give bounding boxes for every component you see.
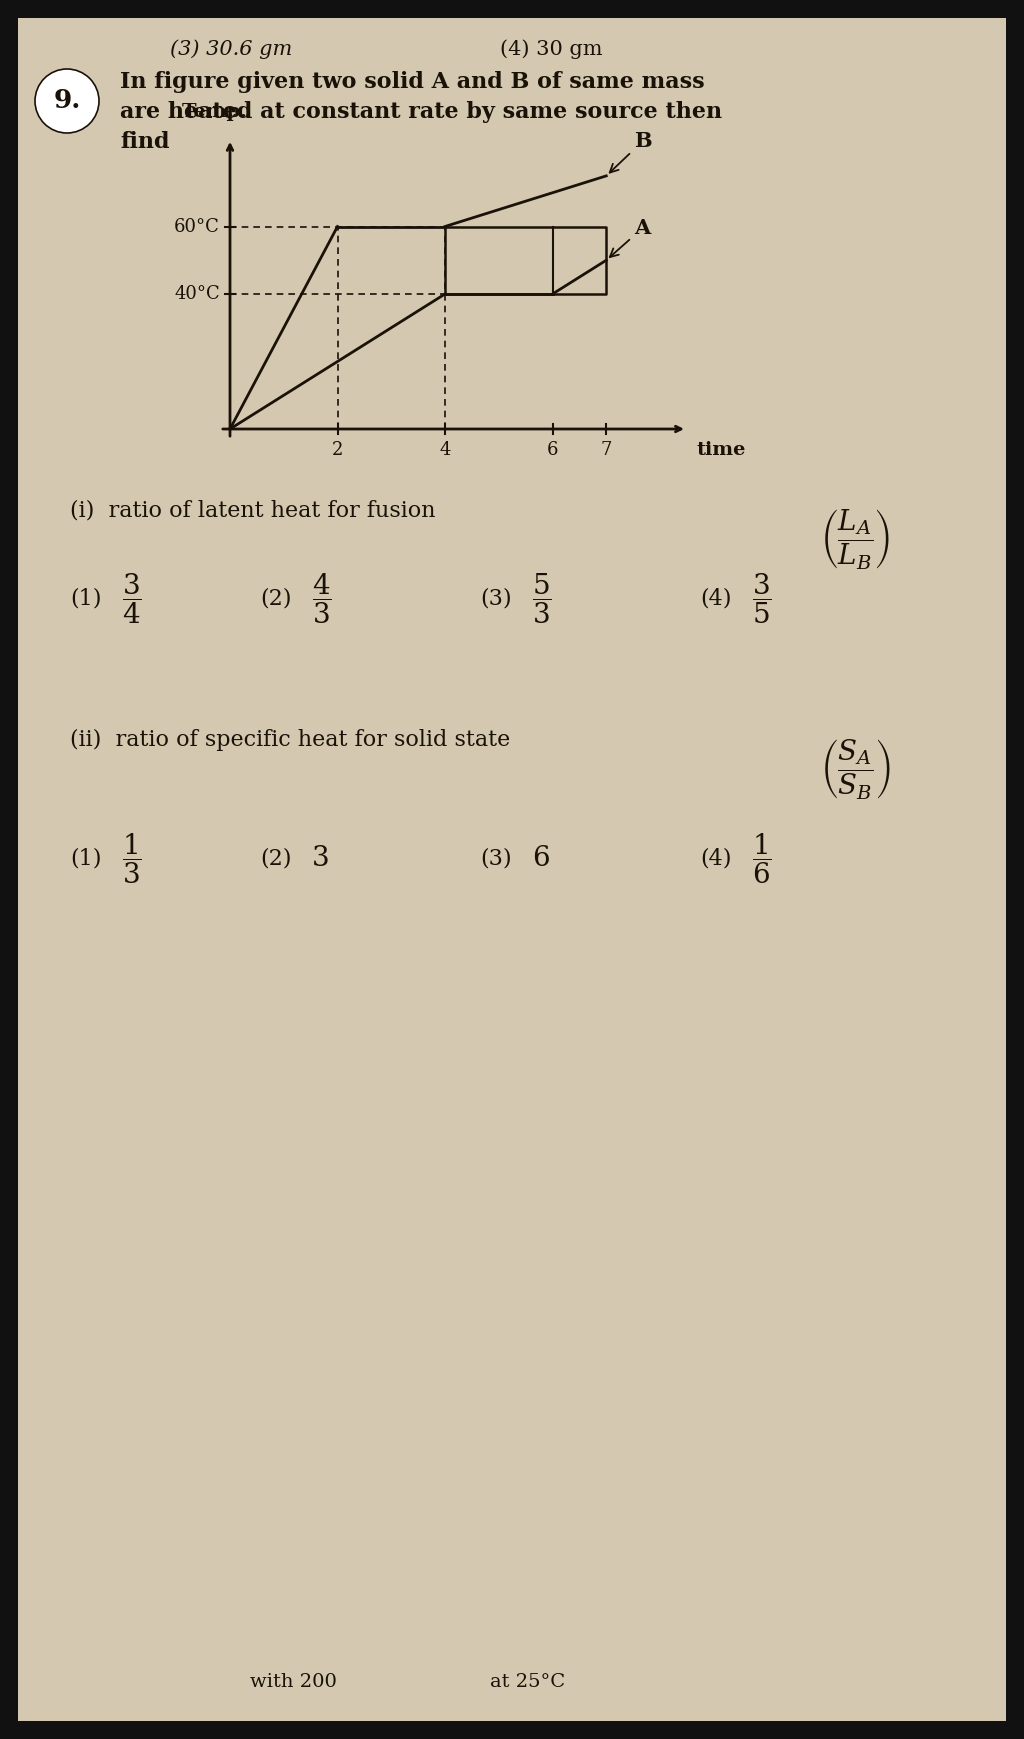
- Text: time: time: [697, 442, 746, 459]
- Text: In figure given two solid A and B of same mass: In figure given two solid A and B of sam…: [120, 71, 705, 92]
- Text: 4: 4: [439, 442, 451, 459]
- Text: (3) 30.6 gm: (3) 30.6 gm: [170, 38, 292, 59]
- Text: (2): (2): [260, 588, 292, 610]
- Text: (3): (3): [480, 849, 512, 870]
- Text: $\dfrac{4}{3}$: $\dfrac{4}{3}$: [312, 572, 332, 626]
- Text: $\dfrac{1}{6}$: $\dfrac{1}{6}$: [752, 831, 772, 887]
- Text: Temp.: Temp.: [182, 103, 248, 122]
- Text: A: A: [610, 219, 650, 257]
- Text: (1): (1): [70, 588, 101, 610]
- Text: 60°C: 60°C: [174, 217, 220, 235]
- Text: $\left(\dfrac{S_A}{S_B}\right)$: $\left(\dfrac{S_A}{S_B}\right)$: [820, 737, 891, 802]
- Text: (i)  ratio of latent heat for fusion: (i) ratio of latent heat for fusion: [70, 499, 435, 522]
- Text: $\dfrac{1}{3}$: $\dfrac{1}{3}$: [122, 831, 141, 887]
- Text: (4): (4): [700, 849, 731, 870]
- Text: (4): (4): [700, 588, 731, 610]
- Text: 40°C: 40°C: [174, 285, 220, 303]
- Text: 2: 2: [332, 442, 343, 459]
- Text: $\dfrac{5}{3}$: $\dfrac{5}{3}$: [532, 572, 552, 626]
- Text: $\dfrac{3}{5}$: $\dfrac{3}{5}$: [752, 572, 772, 626]
- Text: 3: 3: [312, 845, 330, 873]
- Text: at 25°C: at 25°C: [490, 1673, 565, 1690]
- Text: (ii)  ratio of specific heat for solid state: (ii) ratio of specific heat for solid st…: [70, 729, 510, 751]
- Text: $\left(\dfrac{L_A}{L_B}\right)$: $\left(\dfrac{L_A}{L_B}\right)$: [820, 508, 890, 570]
- FancyBboxPatch shape: [18, 17, 1006, 1722]
- Text: find: find: [120, 130, 170, 153]
- Text: (2): (2): [260, 849, 292, 870]
- Text: (4) 30 gm: (4) 30 gm: [500, 38, 603, 59]
- Text: with 200: with 200: [250, 1673, 337, 1690]
- Text: 6: 6: [532, 845, 550, 873]
- Text: (3): (3): [480, 588, 512, 610]
- Text: 7: 7: [600, 442, 612, 459]
- Text: 9.: 9.: [53, 89, 81, 113]
- Text: 6: 6: [547, 442, 558, 459]
- Text: (1): (1): [70, 849, 101, 870]
- Circle shape: [35, 70, 99, 132]
- Text: are heated at constant rate by same source then: are heated at constant rate by same sour…: [120, 101, 722, 123]
- Text: B: B: [609, 130, 652, 172]
- Text: $\dfrac{3}{4}$: $\dfrac{3}{4}$: [122, 572, 141, 626]
